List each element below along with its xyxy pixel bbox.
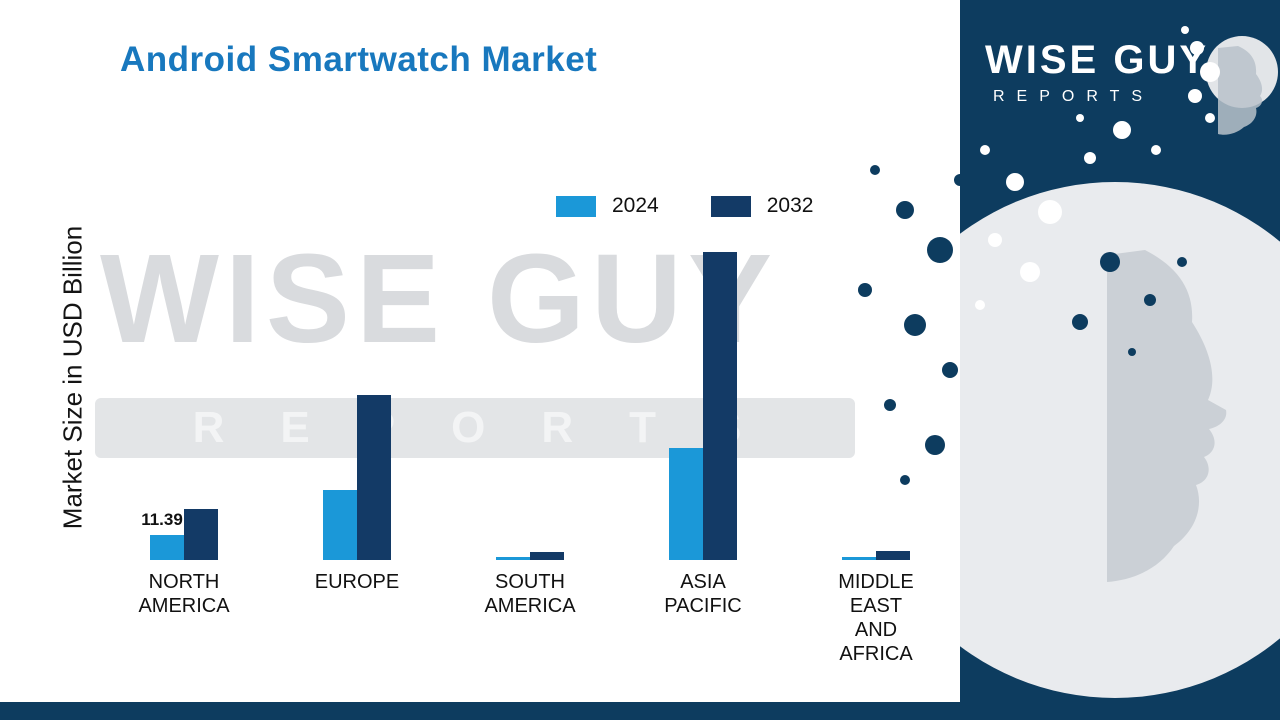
legend-swatch-2032 xyxy=(710,195,751,217)
bar-2032-north-america xyxy=(184,509,218,560)
bar-2032-south-america xyxy=(530,552,564,560)
bar-value-label: 11.39 xyxy=(141,509,183,529)
legend-label-2024: 2024 xyxy=(612,194,659,217)
watermark-reports-text: REPORTS xyxy=(192,403,798,452)
brand-face-illustration xyxy=(960,0,1280,720)
bar-group-middle-east-and-africa: MIDDLE EAST AND AFRICA xyxy=(802,230,950,665)
bar-2024-middle-east-and-africa xyxy=(842,556,876,560)
category-label: EUROPE xyxy=(314,571,400,593)
category-label: SOUTH AMERICA xyxy=(484,571,576,617)
bar-2024-south-america xyxy=(496,557,530,560)
brand-logo-wiseguy: WISE GUY xyxy=(985,38,1210,82)
chart-legend: 2024 2032 xyxy=(556,194,813,218)
bar-groups: 11.39 NORTH AMERICA EUROPE SOUTH AMERICA ASI… xyxy=(110,230,950,665)
legend-swatch-2024 xyxy=(556,195,596,217)
brand-logo: WISE GUY REPORTS xyxy=(985,38,1209,106)
bar-group-south-america: SOUTH AMERICA xyxy=(456,230,604,617)
brand-logo-reports: REPORTS xyxy=(993,88,1155,105)
legend-label-2032: 2032 xyxy=(766,194,814,217)
bar-2024-asia-pacific xyxy=(669,447,703,560)
y-axis-label: Market Size in USD Billion xyxy=(57,225,88,530)
bar-2024-north-america xyxy=(150,534,184,560)
brand-panel xyxy=(960,0,1280,720)
bar-2032-middle-east-and-africa xyxy=(876,551,910,560)
bar-2024-europe xyxy=(323,489,357,560)
page-title: Android Smartwatch Market xyxy=(120,40,598,79)
bar-group-europe: EUROPE xyxy=(283,230,431,593)
category-label: ASIA PACIFIC xyxy=(664,571,742,617)
bar-group-north-america: 11.39 NORTH AMERICA xyxy=(110,230,258,617)
footer-bar xyxy=(0,702,1280,720)
category-label: MIDDLE EAST AND AFRICA xyxy=(838,571,914,665)
category-label: NORTH AMERICA xyxy=(138,571,230,617)
bar-2032-europe xyxy=(357,395,391,560)
bar-2032-asia-pacific xyxy=(703,252,737,560)
bar-group-asia-pacific: ASIA PACIFIC xyxy=(629,230,777,617)
watermark-wiseguy-text: WISE GUY xyxy=(100,228,779,369)
